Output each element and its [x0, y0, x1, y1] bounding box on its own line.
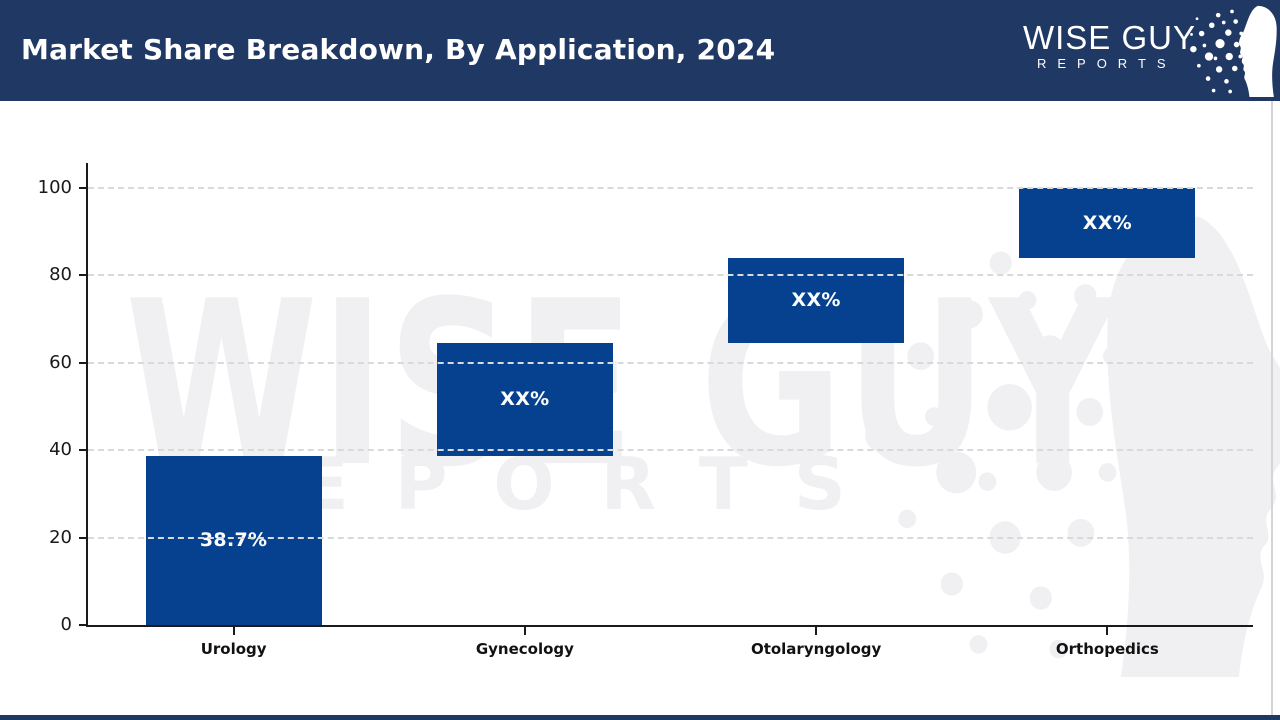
- y-tick-label: 60: [49, 351, 72, 373]
- y-tick: [79, 536, 88, 539]
- y-tick: [79, 274, 88, 276]
- gridline: [88, 449, 1253, 451]
- gridline: [88, 536, 1253, 539]
- gridline: [88, 274, 1253, 276]
- x-tick: [1106, 627, 1109, 635]
- bar-value-label: XX%: [500, 388, 550, 411]
- y-tick-label: 80: [49, 264, 72, 285]
- brand-logo-reports-text: REPORTS: [1036, 56, 1177, 71]
- y-tick-label: 100: [37, 176, 72, 198]
- x-axis: [86, 625, 1253, 627]
- gridline: [88, 361, 1253, 364]
- bar-gynecology: XX%: [436, 342, 613, 456]
- y-tick: [79, 449, 88, 451]
- brand-logo-head-icon: [1190, 5, 1277, 98]
- category-label: Orthopedics: [1055, 640, 1159, 658]
- bottom-accent-strip: [0, 715, 1280, 720]
- y-tick: [79, 186, 88, 189]
- y-axis: [86, 163, 88, 627]
- watermark-head-icon: [865, 216, 1280, 677]
- bar-orthopedics: XX%: [1019, 187, 1196, 258]
- bar-value-label: XX%: [791, 289, 841, 312]
- category-label: Gynecology: [475, 640, 574, 658]
- bar-otolaryngology: XX%: [728, 257, 905, 343]
- bar-urology: 38.7%: [145, 455, 322, 625]
- y-tick-label: 20: [49, 526, 72, 548]
- x-tick: [232, 627, 235, 635]
- gridline: [88, 186, 1253, 189]
- y-tick-label: 40: [49, 439, 72, 460]
- brand-logo-wiseguy-text: WISE GUY: [1022, 19, 1196, 56]
- category-label: Otolaryngology: [750, 640, 882, 658]
- header: Market Share Breakdown, By Application, …: [0, 0, 1280, 101]
- right-edge-border: [1271, 101, 1273, 715]
- bar-value-label: 38.7%: [199, 529, 268, 552]
- x-tick: [523, 627, 526, 635]
- x-tick: [815, 627, 818, 635]
- y-tick-label: 0: [60, 614, 72, 635]
- bar-value-label: XX%: [1082, 211, 1132, 234]
- category-label: Urology: [200, 640, 267, 658]
- y-tick: [79, 361, 88, 364]
- y-tick: [79, 624, 88, 626]
- brand-logo: WISE GUY REPORTS: [1022, 19, 1196, 72]
- page-title: Market Share Breakdown, By Application, …: [21, 33, 776, 66]
